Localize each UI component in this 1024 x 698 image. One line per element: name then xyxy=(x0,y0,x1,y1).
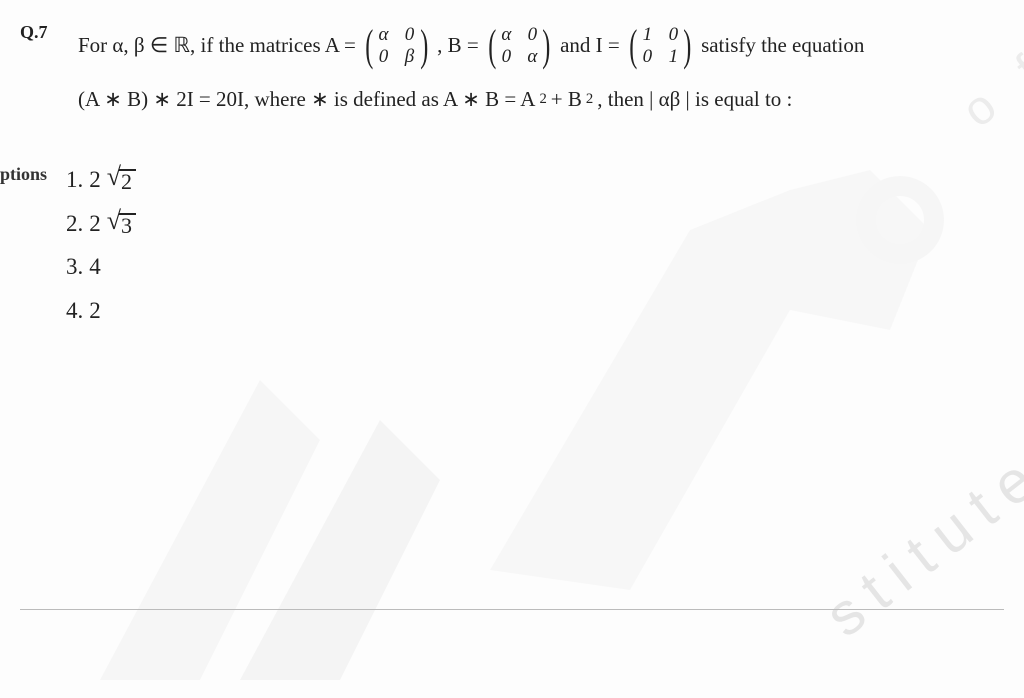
options-list: 1. 2 √2 2. 2 √3 3. 4 4. 2 xyxy=(66,158,136,333)
q-mid1: , B = xyxy=(437,28,479,64)
opt3-val: 4 xyxy=(89,245,101,289)
mA-00: α xyxy=(377,24,391,46)
opt2-sqrt: √3 xyxy=(107,210,136,237)
matrix-A: ( α 0 0 β ) xyxy=(362,24,431,68)
opt2-num: 2. xyxy=(66,202,83,246)
option-2[interactable]: 2. 2 √3 xyxy=(66,202,136,246)
q-l2b: + B xyxy=(551,82,582,118)
mA-11: β xyxy=(403,46,417,68)
separator-line xyxy=(20,609,1004,610)
q-l2a: (A ∗ B) ∗ 2I = 20I, where ∗ is defined a… xyxy=(78,82,535,118)
mI-00: 1 xyxy=(640,24,654,46)
q-sup-a: 2 xyxy=(539,87,546,112)
opt4-num: 4. xyxy=(66,289,83,333)
option-4[interactable]: 4. 2 xyxy=(66,289,136,333)
mB-01: 0 xyxy=(525,24,539,46)
mA-10: 0 xyxy=(377,46,391,68)
question-number: Q.7 xyxy=(20,22,48,43)
mB-00: α xyxy=(499,24,513,46)
question-text: For α, β ∈ ℝ, if the matrices A = ( α 0 … xyxy=(78,24,994,118)
mB-11: α xyxy=(525,46,539,68)
q-l2c: , then | αβ | is equal to : xyxy=(597,82,792,118)
q-mid2: and I = xyxy=(560,28,620,64)
mI-01: 0 xyxy=(666,24,680,46)
mA-01: 0 xyxy=(403,24,417,46)
opt3-num: 3. xyxy=(66,245,83,289)
option-3[interactable]: 3. 4 xyxy=(66,245,136,289)
q-sup-b: 2 xyxy=(586,87,593,112)
options-label: ptions xyxy=(0,164,47,185)
q-suffix1: satisfy the equation xyxy=(701,28,864,64)
watermark-text-1: stitute xyxy=(812,437,1024,650)
mI-11: 1 xyxy=(666,46,680,68)
opt1-coef: 2 xyxy=(89,158,101,202)
question-line-1: For α, β ∈ ℝ, if the matrices A = ( α 0 … xyxy=(78,24,994,68)
opt2-radicand: 3 xyxy=(119,213,136,237)
opt4-val: 2 xyxy=(89,289,101,333)
mB-10: 0 xyxy=(499,46,513,68)
opt1-radicand: 2 xyxy=(119,169,136,193)
mI-10: 0 xyxy=(640,46,654,68)
matrix-B: ( α 0 0 α ) xyxy=(485,24,554,68)
page-root: stitute o f Q.7 For α, β ∈ ℝ, if the mat… xyxy=(0,0,1024,698)
matrix-I: ( 1 0 0 1 ) xyxy=(626,24,695,68)
opt1-num: 1. xyxy=(66,158,83,202)
question-line-2: (A ∗ B) ∗ 2I = 20I, where ∗ is defined a… xyxy=(78,82,994,118)
watermark-shape-left xyxy=(60,320,480,698)
watermark-shape-right xyxy=(430,110,950,630)
option-1[interactable]: 1. 2 √2 xyxy=(66,158,136,202)
q-prefix: For α, β ∈ ℝ, if the matrices A = xyxy=(78,28,356,64)
opt1-sqrt: √2 xyxy=(107,166,136,193)
opt2-coef: 2 xyxy=(89,202,101,246)
